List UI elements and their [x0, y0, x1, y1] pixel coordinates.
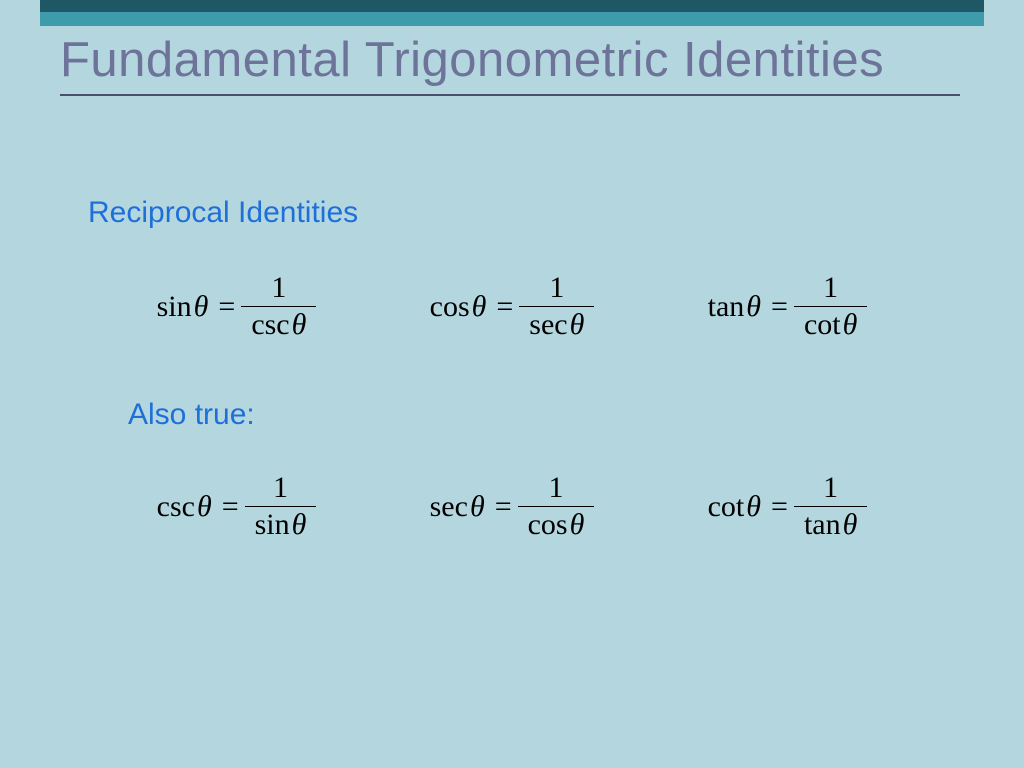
theta: θ: [472, 290, 487, 323]
theta: θ: [292, 308, 307, 341]
fraction: 1 cscθ: [241, 270, 316, 343]
numerator: 1: [538, 470, 573, 506]
fn-sec: sec: [529, 308, 567, 341]
theta: θ: [197, 490, 212, 523]
fn-cos: cos: [430, 290, 470, 323]
equation-csc: cscθ = 1 sinθ: [157, 470, 317, 543]
slide-title: Fundamental Trigonometric Identities: [60, 32, 964, 88]
theta: θ: [843, 508, 858, 541]
fn-tan: tan: [708, 290, 745, 323]
fraction: 1 cotθ: [794, 270, 867, 343]
equation-row-1: sinθ = 1 cscθ cosθ = 1 secθ tanθ = 1 cot…: [0, 270, 1024, 343]
theta: θ: [843, 308, 858, 341]
equation-sec: secθ = 1 cosθ: [430, 470, 595, 543]
numerator: 1: [263, 470, 298, 506]
theta: θ: [570, 508, 585, 541]
subtitle-reciprocal: Reciprocal Identities: [88, 196, 358, 230]
fn-sin: sin: [157, 290, 192, 323]
equation-cos: cosθ = 1 secθ: [430, 270, 595, 343]
fn-cos: cos: [528, 508, 568, 541]
theta: θ: [194, 290, 209, 323]
title-underline: [60, 94, 960, 96]
fn-cot: cot: [708, 490, 745, 523]
subtitle-also-true: Also true:: [128, 398, 255, 432]
numerator: 1: [813, 270, 848, 306]
theta: θ: [746, 490, 761, 523]
equation-sin: sinθ = 1 cscθ: [157, 270, 317, 343]
title-block: Fundamental Trigonometric Identities: [60, 32, 964, 96]
theta: θ: [292, 508, 307, 541]
fraction: 1 cosθ: [518, 470, 595, 543]
header-band-light: [40, 12, 984, 26]
equation-cot: cotθ = 1 tanθ: [708, 470, 868, 543]
fraction: 1 sinθ: [245, 470, 317, 543]
theta: θ: [470, 490, 485, 523]
fn-csc: csc: [251, 308, 289, 341]
fn-sin: sin: [255, 508, 290, 541]
fn-sec: sec: [430, 490, 468, 523]
numerator: 1: [813, 470, 848, 506]
equation-row-2: cscθ = 1 sinθ secθ = 1 cosθ cotθ = 1 tan…: [0, 470, 1024, 543]
theta: θ: [570, 308, 585, 341]
equation-tan: tanθ = 1 cotθ: [708, 270, 868, 343]
equals-sign: =: [222, 490, 239, 524]
equals-sign: =: [218, 290, 235, 324]
equals-sign: =: [496, 290, 513, 324]
header-decoration: [0, 0, 1024, 30]
theta: θ: [746, 290, 761, 323]
fraction: 1 tanθ: [794, 470, 867, 543]
equals-sign: =: [495, 490, 512, 524]
fraction: 1 secθ: [519, 270, 594, 343]
header-band-dark: [40, 0, 984, 12]
equals-sign: =: [771, 490, 788, 524]
equals-sign: =: [771, 290, 788, 324]
numerator: 1: [261, 270, 296, 306]
numerator: 1: [539, 270, 574, 306]
fn-cot: cot: [804, 308, 841, 341]
fn-tan: tan: [804, 508, 841, 541]
fn-csc: csc: [157, 490, 195, 523]
